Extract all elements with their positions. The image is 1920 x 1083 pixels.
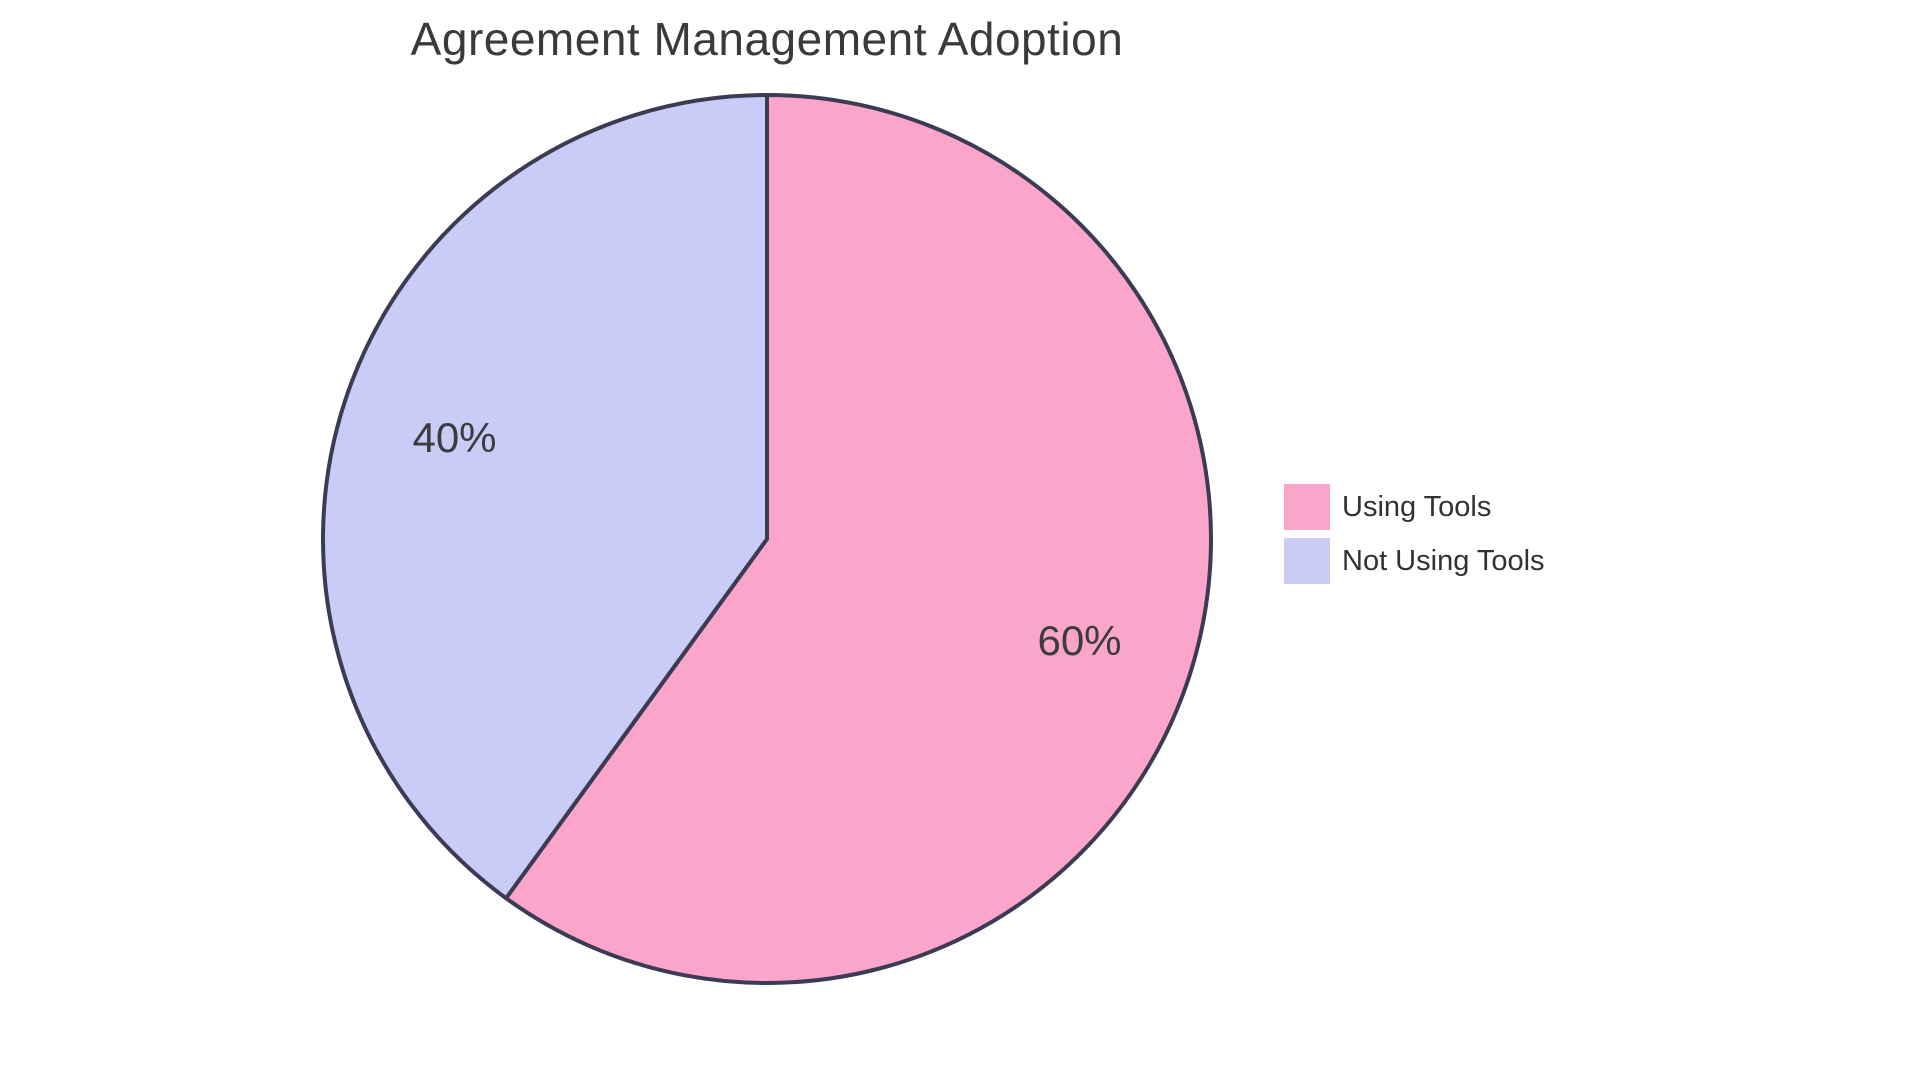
legend-item-using-tools[interactable]: Using Tools	[1284, 484, 1545, 530]
pie-percent-labels: 60% 40%	[412, 414, 1121, 664]
pie-slice-not-using-tools[interactable]	[321, 93, 769, 901]
pie-slices	[321, 93, 1214, 985]
legend-label-not-using-tools: Not Using Tools	[1342, 544, 1545, 577]
legend-item-not-using-tools[interactable]: Not Using Tools	[1284, 538, 1545, 584]
pie-slice-using-tools[interactable]	[504, 93, 1214, 985]
chart-title: Agreement Management Adoption	[410, 13, 1124, 65]
pie-percent-label-not-using-tools: 40%	[412, 414, 496, 461]
legend-label-using-tools: Using Tools	[1342, 490, 1492, 523]
pie-percent-label-using-tools: 60%	[1037, 617, 1121, 664]
legend-swatch-not-using-tools	[1284, 538, 1330, 584]
legend-swatch-using-tools	[1284, 484, 1330, 530]
legend: Using Tools Not Using Tools	[1284, 484, 1545, 584]
